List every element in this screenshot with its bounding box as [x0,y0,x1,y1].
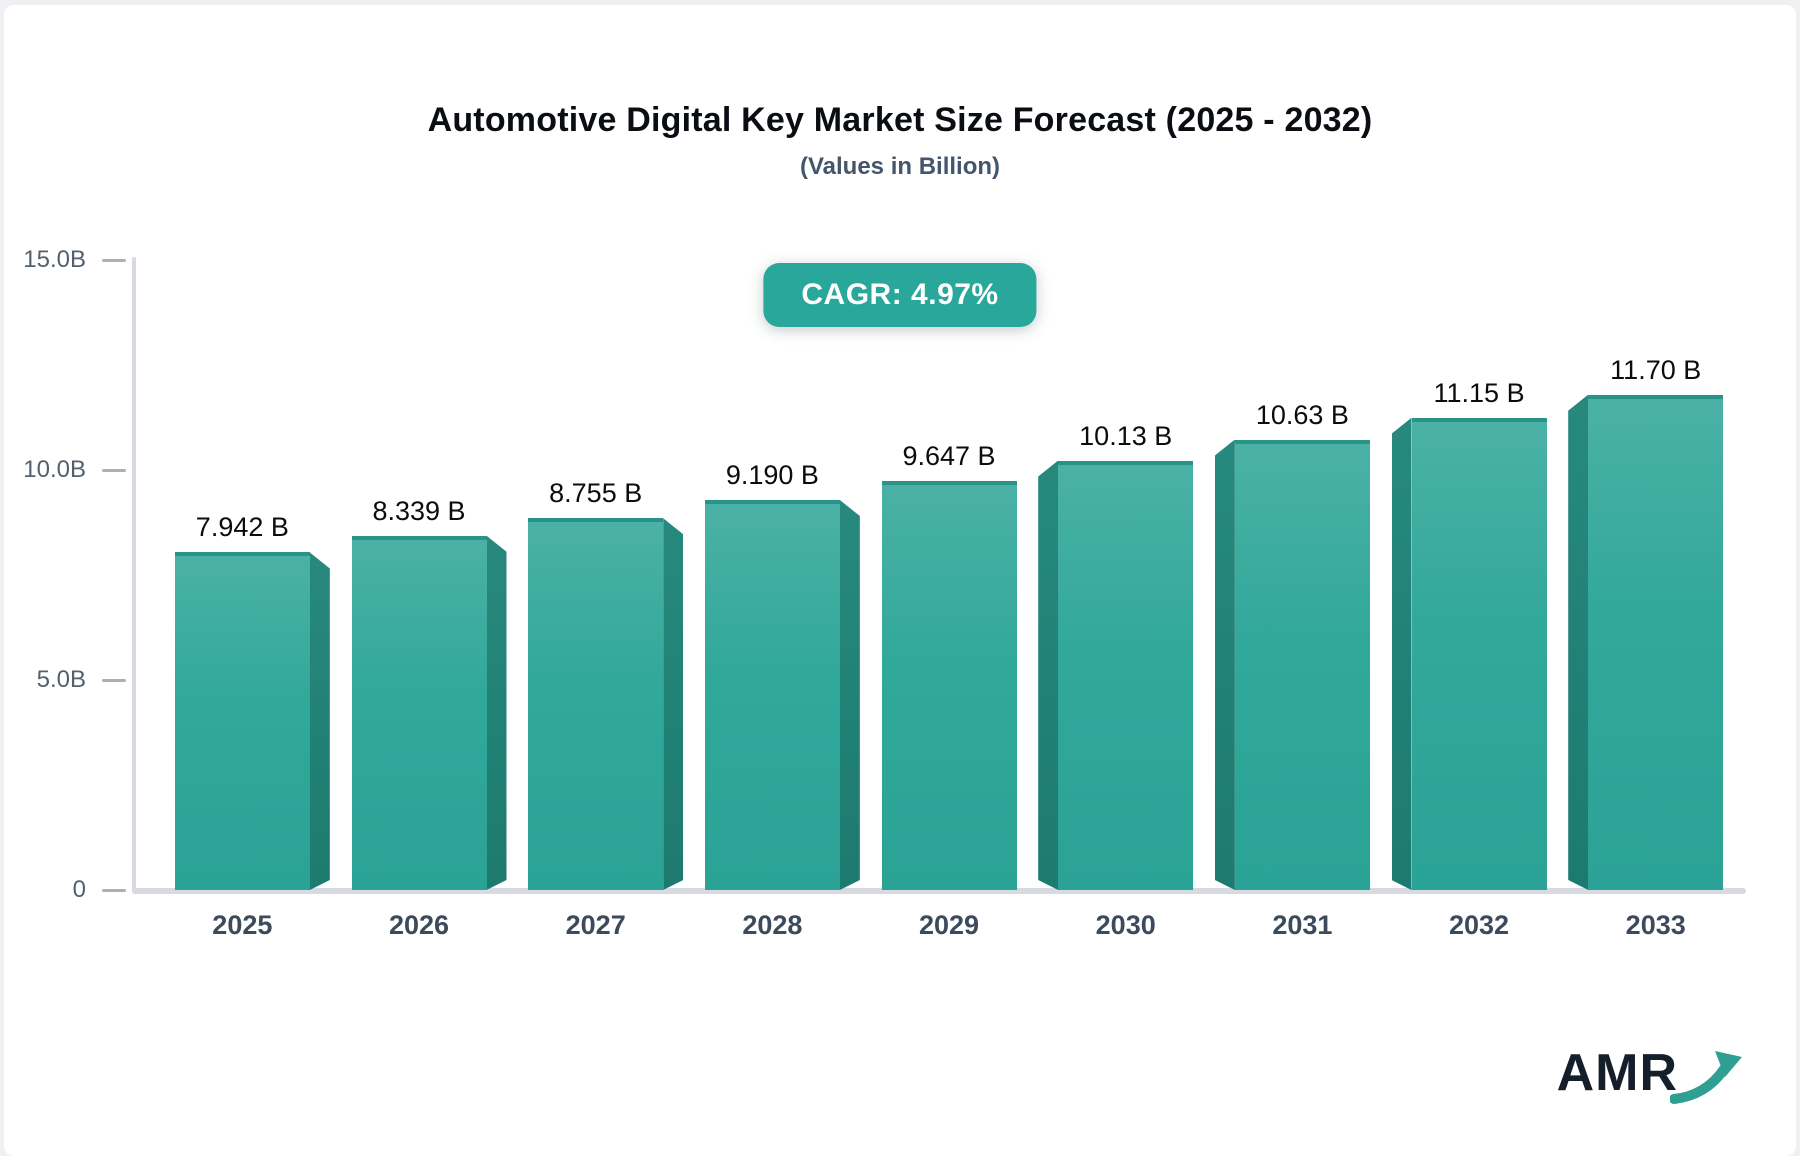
bar-3d-side [1568,395,1588,890]
x-axis-baseline [132,888,1746,894]
bar-2030[interactable] [1058,460,1194,890]
bar-2032[interactable] [1412,417,1547,890]
bar-slot-2028: 9.190 B 2028 [684,260,861,940]
bar-value-label: 8.339 B [372,495,466,526]
bar-3d-side [1215,440,1235,890]
bar-slot-2031: 10.63 B 2031 [1214,260,1391,940]
bar-slot-2032: 11.15 B 2032 [1391,260,1568,940]
bar-2028[interactable] [704,500,840,890]
tick-mark [102,888,126,892]
bar-value-label: 8.755 B [549,478,643,509]
bar-3d-side [310,552,330,890]
bar-value-label: 9.190 B [725,460,819,491]
bar-slot-2029: 9.647 B 2029 [861,260,1038,940]
x-axis-label-2027: 2027 [565,910,626,940]
bar-3d-side [840,500,860,890]
y-tick-label: 15.0B [23,246,86,273]
y-tick-0: 0 [73,876,126,904]
y-axis-labels: 15.0B 10.0B 5.0B 0 [4,246,126,903]
bar-value-label: 7.942 B [195,512,289,543]
y-tick-15.0B: 15.0B [23,246,126,274]
bars-container: 7.942 B 2025 8.339 B 2026 8.755 B 2027 9.190 B… [154,260,1744,940]
y-tick-10.0B: 10.0B [23,456,126,484]
x-axis-label-2025: 2025 [212,910,273,940]
amr-logo: AMR [1557,1047,1744,1110]
bar-slot-2030: 10.13 B 2030 [1037,260,1214,940]
y-tick-label: 10.0B [23,456,86,483]
y-tick-label: 0 [72,876,86,903]
bar-2031[interactable] [1235,439,1370,890]
bar-2033[interactable] [1588,394,1724,890]
tick-mark [102,468,126,472]
bar-3d-side [663,518,683,890]
bar-value-label: 11.70 B [1610,354,1702,385]
y-tick-label: 5.0B [36,666,86,693]
bar-chart: 15.0B 10.0B 5.0B 0 7.942 B 2025 8.339 B 2026 8.… [4,5,1796,1156]
x-axis-label-2030: 2030 [1095,910,1156,940]
bar-2025[interactable] [174,552,310,890]
y-tick-5.0B: 5.0B [37,666,126,694]
bar-slot-2026: 8.339 B 2026 [331,260,508,940]
amr-logo-text: AMR [1556,1044,1678,1102]
bar-3d-side [1392,418,1412,890]
x-axis-label-2029: 2029 [918,910,980,940]
trend-up-arrow-icon [1669,1047,1744,1110]
bar-2027[interactable] [528,518,663,890]
bar-value-label: 10.63 B [1255,399,1349,430]
x-axis-label-2028: 2028 [742,910,803,940]
bar-value-label: 11.15 B [1433,377,1525,408]
bar-slot-2027: 8.755 B 2027 [507,260,684,940]
y-axis-line [132,257,136,893]
page-subtitle: (Values in Billion) [799,153,1001,180]
x-axis-label-2033: 2033 [1625,910,1686,940]
bar-slot-2025: 7.942 B 2025 [154,260,331,940]
x-axis-label-2026: 2026 [388,910,450,940]
x-axis-label-2032: 2032 [1449,910,1510,940]
bar-value-label: 9.647 B [902,440,996,471]
tick-mark [102,678,126,682]
bar-3d-side [1038,461,1058,890]
bar-2029[interactable] [881,480,1017,890]
bar-3d-side [487,536,507,890]
x-axis-label-2031: 2031 [1272,910,1333,940]
bar-2026[interactable] [351,535,487,890]
bar-slot-2033: 11.70 B 2033 [1567,260,1744,940]
cagr-badge: CAGR: 4.97% [763,263,1037,327]
chart-card: Automotive Digital Key Market Size Forec… [4,5,1796,1156]
tick-mark [102,258,126,262]
bar-value-label: 10.13 B [1079,420,1173,451]
page-title: Automotive Digital Key Market Size Forec… [427,101,1373,139]
